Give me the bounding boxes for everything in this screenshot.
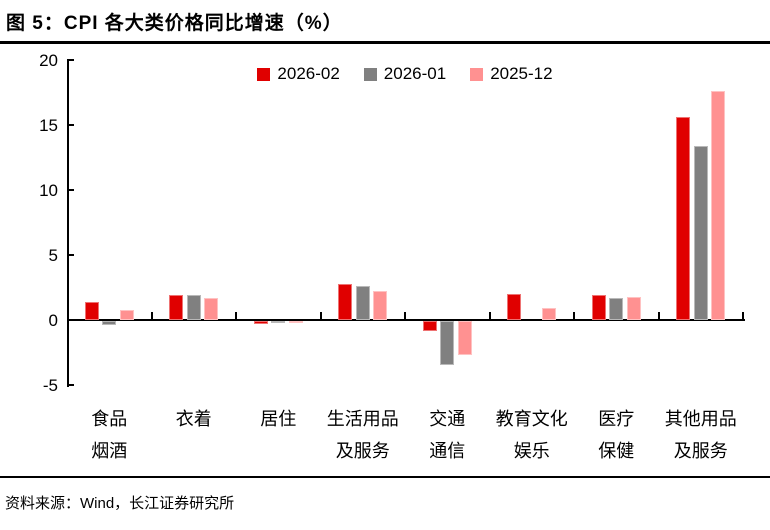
legend-swatch-icon	[363, 67, 377, 81]
category-label: 居住	[260, 409, 297, 429]
category-label: 衣着	[175, 409, 212, 429]
category-label: 交通 通信	[429, 409, 466, 461]
category-tick	[319, 312, 322, 319]
legend-label: 2026-01	[383, 64, 447, 83]
bar-2026-02-居住	[253, 321, 268, 324]
bar-2026-01-医疗保健	[609, 297, 624, 320]
category-tick	[404, 312, 406, 319]
y-tick-label: 10	[39, 180, 58, 200]
legend-swatch-icon	[257, 67, 271, 81]
category-label: 生活用品 及服务	[326, 409, 399, 461]
y-axis-line	[67, 60, 69, 387]
y-tick	[67, 124, 74, 126]
figure-title: 图 5：CPI 各大类价格同比增速（%）	[6, 13, 343, 34]
category-tick	[235, 312, 237, 319]
chart-legend: 2026-02 2026-01 2025-12	[67, 64, 743, 84]
bar-2025-12-交通通信	[457, 321, 472, 355]
legend-item-2026-01: 2026-01	[363, 64, 447, 84]
bar-2025-12-居住	[288, 321, 303, 323]
bar-2026-01-交通通信	[440, 321, 455, 366]
bar-2026-02-其他用品及服务	[676, 117, 691, 320]
category-tick	[742, 312, 744, 319]
title-divider	[0, 41, 770, 44]
category-tick	[573, 312, 575, 319]
category-tick	[150, 312, 153, 319]
category-label: 其他用品 及服务	[664, 409, 737, 461]
y-tick	[67, 384, 74, 386]
bar-2026-01-其他用品及服务	[693, 145, 708, 320]
bar-2026-01-食品烟酒	[102, 321, 117, 325]
bar-2025-12-教育文化娱乐	[542, 308, 557, 320]
legend-item-2025-12: 2025-12	[470, 64, 553, 84]
category-tick	[488, 312, 491, 319]
category-label: 食品 烟酒	[91, 409, 128, 461]
bar-2026-02-生活用品及服务	[338, 283, 353, 320]
x-axis-line	[67, 319, 745, 321]
bar-2025-12-其他用品及服务	[711, 91, 726, 320]
category-label: 教育文化 娱乐	[495, 409, 568, 461]
bar-2025-12-食品烟酒	[119, 309, 134, 320]
bar-2025-12-衣着	[204, 297, 219, 320]
footer-divider	[0, 476, 770, 478]
legend-item-2026-02: 2026-02	[257, 64, 340, 84]
y-tick	[67, 254, 74, 256]
y-tick-label: 15	[39, 115, 58, 135]
legend-swatch-icon	[470, 67, 484, 81]
y-tick	[67, 59, 74, 61]
y-tick-label: 5	[48, 245, 58, 265]
y-tick-label: -5	[42, 375, 58, 395]
bar-2026-02-医疗保健	[591, 295, 606, 320]
bar-2026-02-交通通信	[422, 321, 437, 332]
category-tick	[657, 312, 660, 319]
legend-label: 2026-02	[277, 64, 340, 83]
source-note: 资料来源：Wind，长江证券研究所	[5, 495, 235, 512]
bar-2026-01-居住	[271, 321, 286, 323]
legend-label: 2025-12	[490, 64, 553, 83]
bar-2025-12-生活用品及服务	[373, 291, 388, 320]
y-tick-label: 0	[48, 310, 58, 330]
category-label: 医疗 保健	[598, 409, 635, 461]
bar-2025-12-医疗保健	[626, 296, 641, 320]
y-tick-label: 20	[39, 50, 58, 70]
y-tick	[67, 189, 74, 191]
bar-2026-01-衣着	[186, 295, 201, 320]
bar-2026-01-生活用品及服务	[355, 286, 370, 320]
bar-2026-02-食品烟酒	[84, 301, 99, 320]
bar-2026-02-衣着	[169, 295, 184, 320]
bar-2026-02-教育文化娱乐	[507, 294, 522, 320]
